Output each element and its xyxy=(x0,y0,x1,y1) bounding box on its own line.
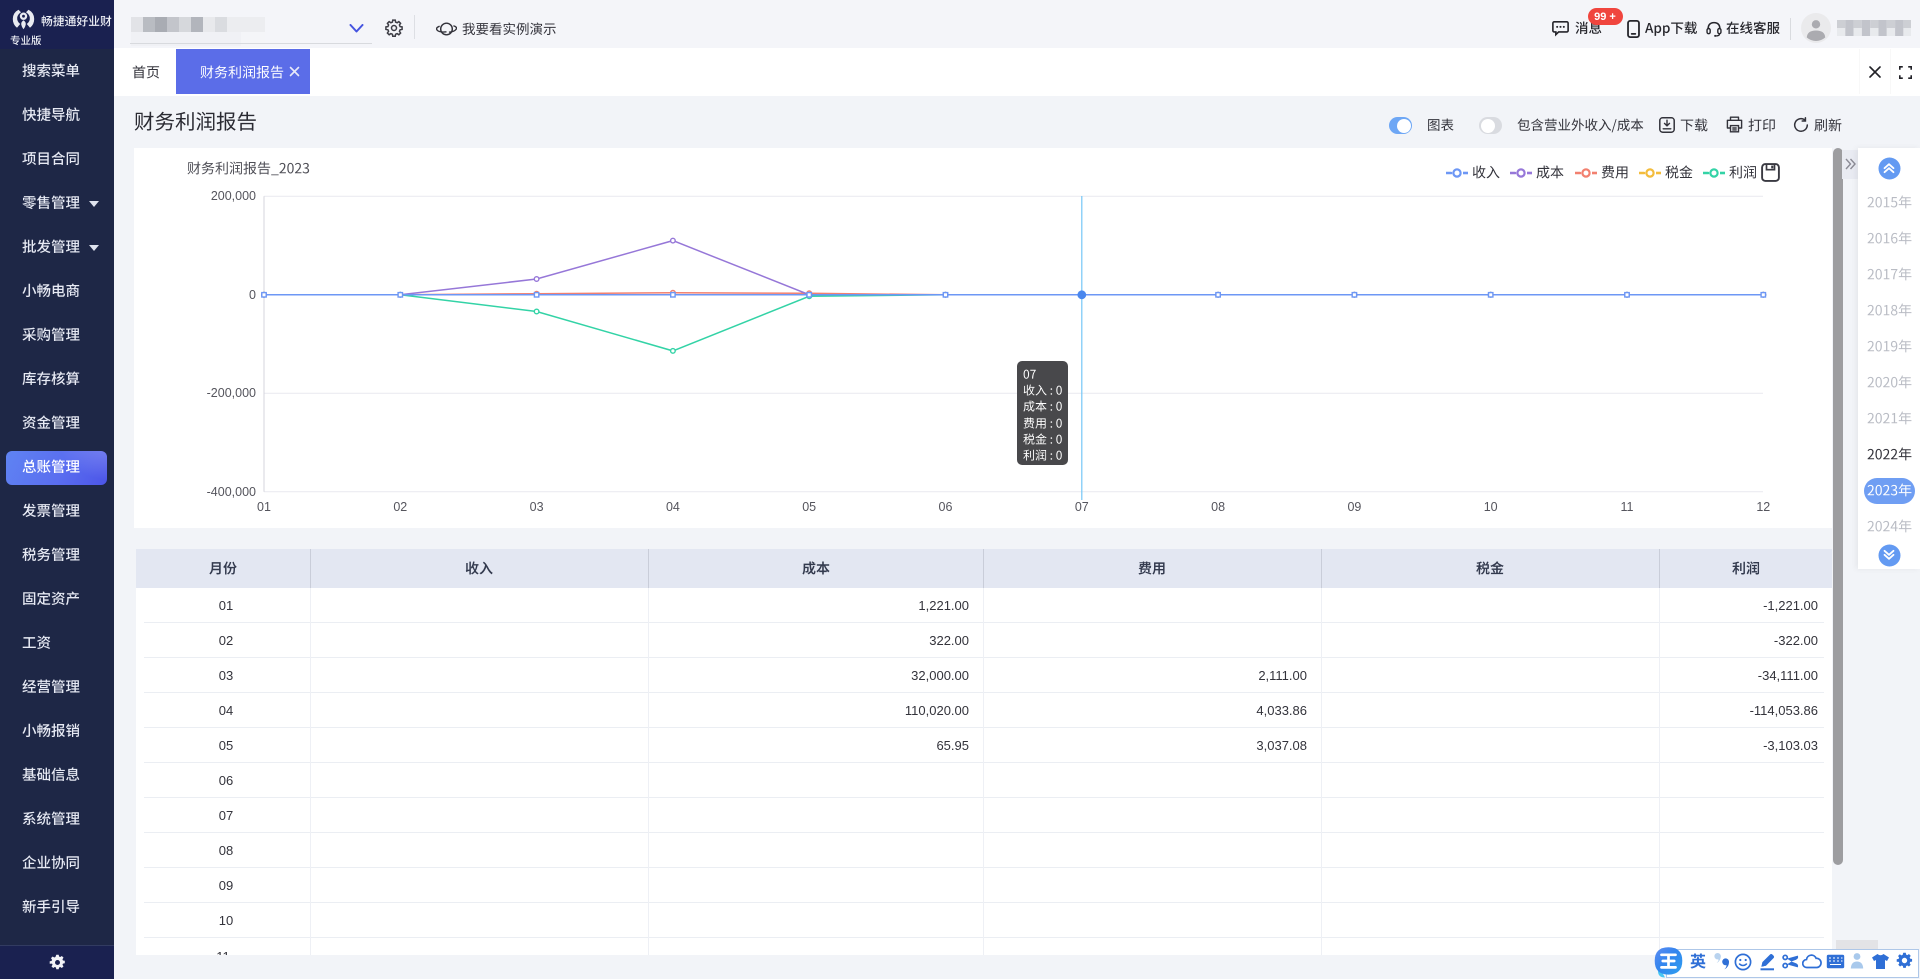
svg-text:12: 12 xyxy=(1756,500,1770,514)
svg-text:-400,000: -400,000 xyxy=(207,485,256,499)
svg-text:10: 10 xyxy=(1484,500,1498,514)
svg-text:03: 03 xyxy=(530,500,544,514)
svg-text:200,000: 200,000 xyxy=(211,189,256,203)
svg-text:05: 05 xyxy=(802,500,816,514)
svg-text:09: 09 xyxy=(1347,500,1361,514)
svg-text:08: 08 xyxy=(1211,500,1225,514)
svg-text:07: 07 xyxy=(1075,500,1089,514)
svg-text:-200,000: -200,000 xyxy=(207,386,256,400)
svg-text:02: 02 xyxy=(393,500,407,514)
svg-text:01: 01 xyxy=(257,500,271,514)
svg-text:0: 0 xyxy=(249,288,256,302)
svg-text:11: 11 xyxy=(1621,500,1634,514)
svg-text:04: 04 xyxy=(666,500,680,514)
svg-text:06: 06 xyxy=(939,500,953,514)
